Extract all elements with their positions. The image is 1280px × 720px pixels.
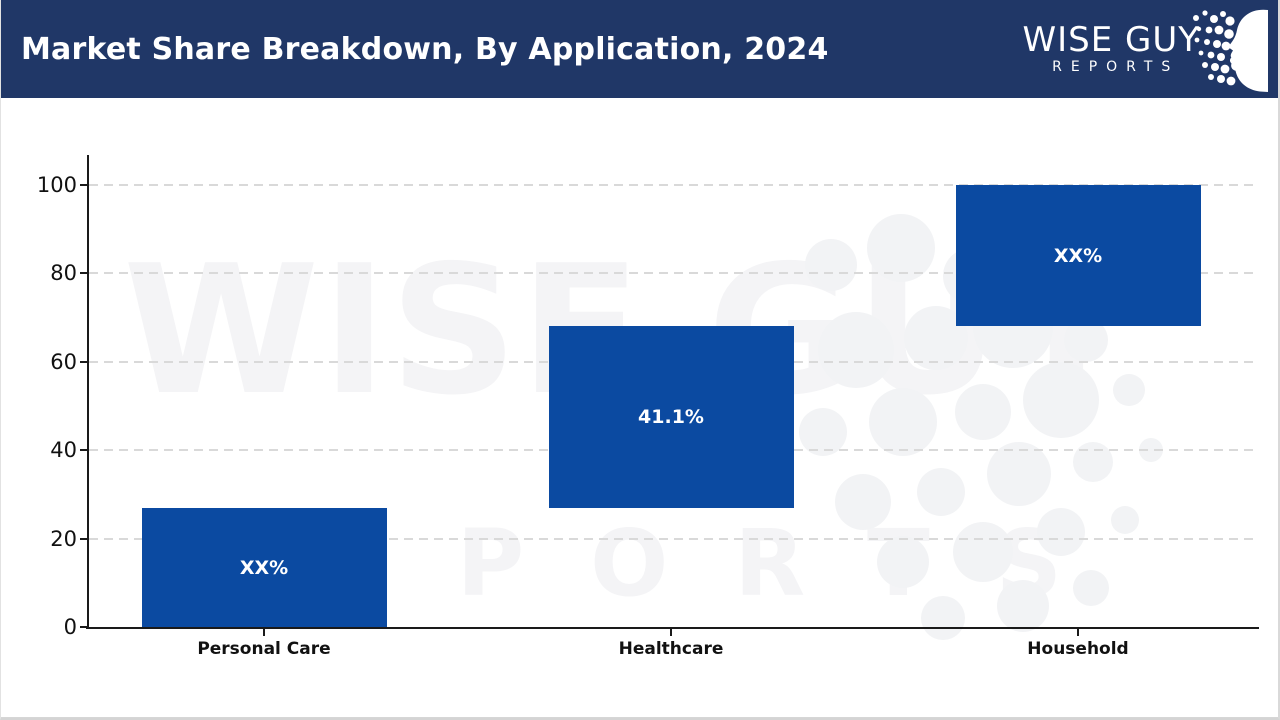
bar-value-label: XX%: [239, 556, 289, 579]
y-axis-line: [87, 155, 89, 629]
chart-title: Market Share Breakdown, By Application, …: [21, 31, 829, 67]
bottom-border-line: [1, 717, 1278, 718]
y-tick-label-80: 80: [50, 261, 77, 286]
bar-value-label: 41.1%: [638, 406, 704, 429]
x-axis-line: [86, 627, 1259, 629]
wiseguy-face-icon: [1193, 9, 1268, 92]
y-tick-label-0: 0: [63, 615, 77, 639]
wiseguy-logo-text: WISE GUY REPORTS: [1022, 19, 1200, 76]
y-tick-mark-60: [80, 360, 88, 363]
bar-value-label: XX%: [1053, 244, 1103, 267]
y-tick-label-60: 60: [50, 349, 77, 374]
wiseguy-logo: WISE GUY REPORTS: [1022, 6, 1268, 92]
bar-household: XX%: [955, 185, 1201, 327]
y-tick-label-40: 40: [50, 438, 77, 463]
logo-wiseguy-label: WISE GUY: [1022, 19, 1200, 60]
logo-reports-label: REPORTS: [1052, 59, 1180, 76]
gridline-100: [89, 184, 1259, 186]
header: Market Share Breakdown, By Application, …: [1, 0, 1278, 98]
y-tick-label-20: 20: [50, 526, 77, 551]
x-category-label: Household: [1027, 639, 1129, 659]
x-category-label: Healthcare: [618, 639, 724, 659]
y-tick-label-100: 100: [36, 173, 77, 197]
gridline-80: [89, 272, 1259, 275]
x-category-label: Personal Care: [197, 639, 331, 659]
x-tick-mark-2: [1077, 629, 1079, 636]
y-tick-mark-80: [80, 272, 88, 275]
gridline-20: [89, 537, 1259, 540]
y-tick-mark-40: [80, 449, 88, 452]
y-tick-mark-0: [80, 626, 88, 628]
x-tick-mark-1: [670, 629, 672, 636]
bar-healthcare: 41.1%: [548, 326, 794, 509]
y-tick-mark-100: [80, 184, 88, 186]
x-tick-mark-0: [263, 629, 265, 636]
bar-personal-care: XX%: [141, 508, 387, 627]
y-tick-mark-20: [80, 537, 88, 540]
